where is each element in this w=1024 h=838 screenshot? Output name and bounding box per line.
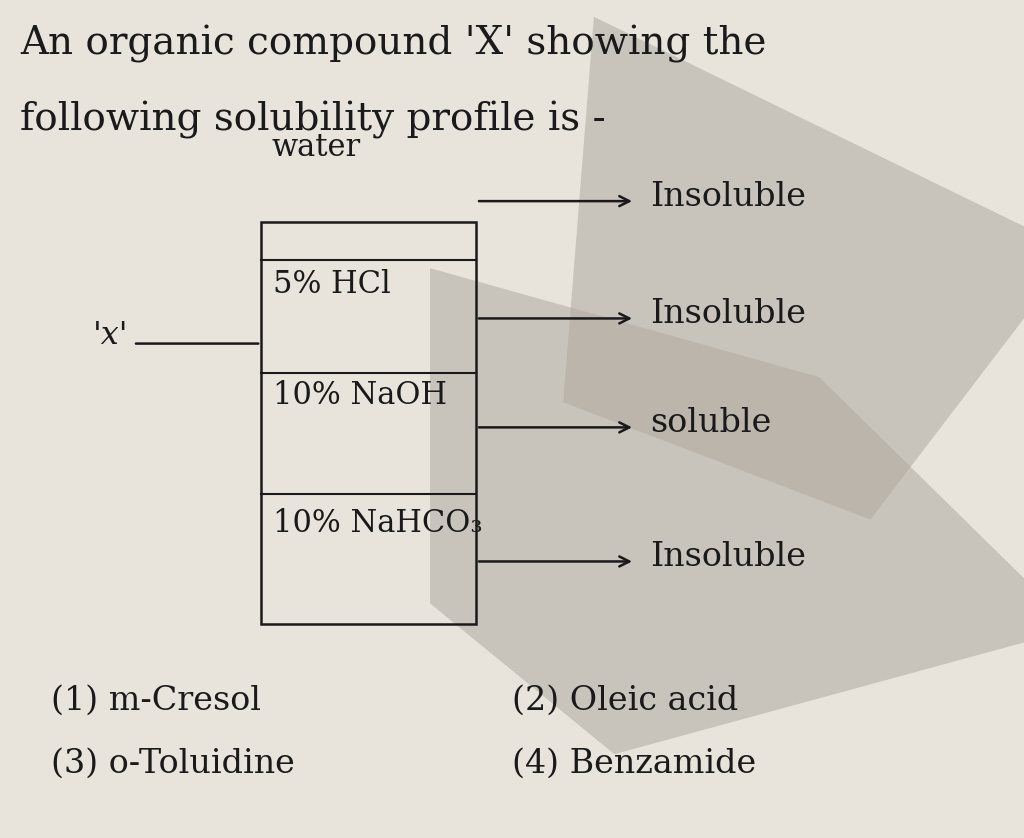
Text: An organic compound 'X' showing the: An organic compound 'X' showing the xyxy=(20,25,767,63)
Text: soluble: soluble xyxy=(650,407,772,439)
Text: (4) Benzamide: (4) Benzamide xyxy=(512,747,757,779)
Text: 'x': 'x' xyxy=(92,320,128,350)
Text: Insoluble: Insoluble xyxy=(650,298,806,330)
Text: (1) m-Cresol: (1) m-Cresol xyxy=(51,685,261,716)
Bar xyxy=(261,222,476,624)
Text: Insoluble: Insoluble xyxy=(650,181,806,213)
Text: following solubility profile is -: following solubility profile is - xyxy=(20,101,606,138)
Polygon shape xyxy=(430,268,1024,754)
Text: Insoluble: Insoluble xyxy=(650,541,806,573)
Text: (2) Oleic acid: (2) Oleic acid xyxy=(512,685,738,716)
Text: 10% NaOH: 10% NaOH xyxy=(273,380,447,411)
Text: 10% NaHCO₃: 10% NaHCO₃ xyxy=(273,509,483,539)
Text: water: water xyxy=(271,132,360,163)
Text: 5% HCl: 5% HCl xyxy=(273,270,391,300)
Polygon shape xyxy=(563,17,1024,520)
Text: (3) o-Toluidine: (3) o-Toluidine xyxy=(51,747,295,779)
